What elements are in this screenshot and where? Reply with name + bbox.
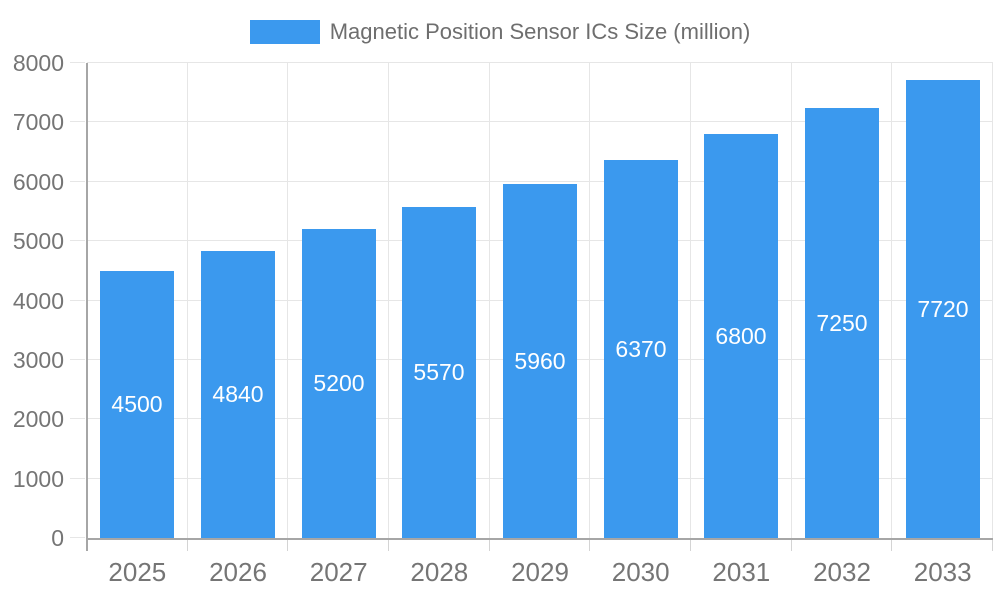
x-tick-label: 2028 [410,557,469,587]
bar-value-label: 5200 [313,370,365,396]
bar-value-label: 7720 [917,295,969,322]
y-tick-label: 0 [51,525,64,551]
bar-value-label: 6370 [615,335,667,362]
x-tick-label: 2027 [309,557,368,587]
y-tick [70,180,85,182]
y-tick-label: 1000 [12,465,64,492]
x-tick-label: 2026 [209,557,267,587]
legend-swatch-icon [249,20,320,44]
bar[interactable]: 7250 [805,108,879,538]
y-tick [70,240,85,242]
y-tick [70,418,85,420]
x-gridline [589,63,590,538]
x-tick [489,538,490,551]
y-gridline [87,180,993,182]
x-tick [187,538,188,551]
x-gridline [690,63,691,538]
bar-value-label: 6800 [715,322,767,349]
legend-label: Magnetic Position Sensor ICs Size (milli… [329,19,751,44]
bar-value-label: 7250 [816,309,868,336]
y-tick [70,121,85,123]
bar[interactable]: 5200 [302,229,376,538]
x-tick [690,538,691,551]
y-gridline [87,62,993,63]
bar-value-label: 4500 [111,391,163,417]
y-tick [70,358,85,360]
x-gridline [891,63,892,538]
x-tick [589,538,590,551]
y-tick-label: 4000 [12,287,64,314]
bar[interactable]: 6800 [704,134,778,538]
y-tick [70,62,85,63]
bar[interactable]: 4500 [100,271,174,538]
x-tick [388,538,389,551]
y-tick-label: 7000 [12,109,64,136]
bar[interactable]: 6370 [604,160,678,538]
x-tick-label: 2029 [511,557,569,587]
x-tick-label: 2030 [611,557,670,587]
y-tick-label: 3000 [12,346,64,373]
x-tick-label: 2033 [913,557,972,587]
x-tick [891,538,892,551]
x-gridline [187,63,188,538]
bar-value-label: 4840 [212,381,264,407]
x-axis-line [87,538,993,540]
y-axis-line [86,63,88,551]
x-gridline [287,63,288,538]
plot-area: 4500 4840 5200 5570 5960 6370 6800 7250 7720 0 10… [13,50,993,587]
x-tick-label: 2031 [712,557,771,587]
x-gridline [992,63,993,538]
y-gridline [87,121,993,123]
x-gridline [388,63,389,538]
y-tick-label: 8000 [12,50,64,76]
bar[interactable]: 5570 [402,207,476,538]
legend[interactable]: Magnetic Position Sensor ICs Size (milli… [0,19,1000,45]
y-tick-label: 2000 [12,406,64,433]
bar-value-label: 5960 [514,347,566,374]
bar-value-label: 5570 [413,359,465,385]
bar[interactable]: 4840 [201,251,275,538]
y-tick-label: 5000 [12,228,64,255]
y-tick [70,477,85,479]
x-tick-label: 2032 [813,557,871,587]
y-tick [70,537,85,538]
x-gridline [489,63,490,538]
bar[interactable]: 7720 [906,80,980,538]
x-tick-label: 2025 [108,557,167,587]
x-tick [992,538,993,551]
x-tick [791,538,792,551]
y-tick-label: 6000 [12,168,64,195]
x-tick [287,538,288,551]
x-gridline [791,63,792,538]
y-tick [70,299,85,301]
bar[interactable]: 5960 [503,184,577,538]
